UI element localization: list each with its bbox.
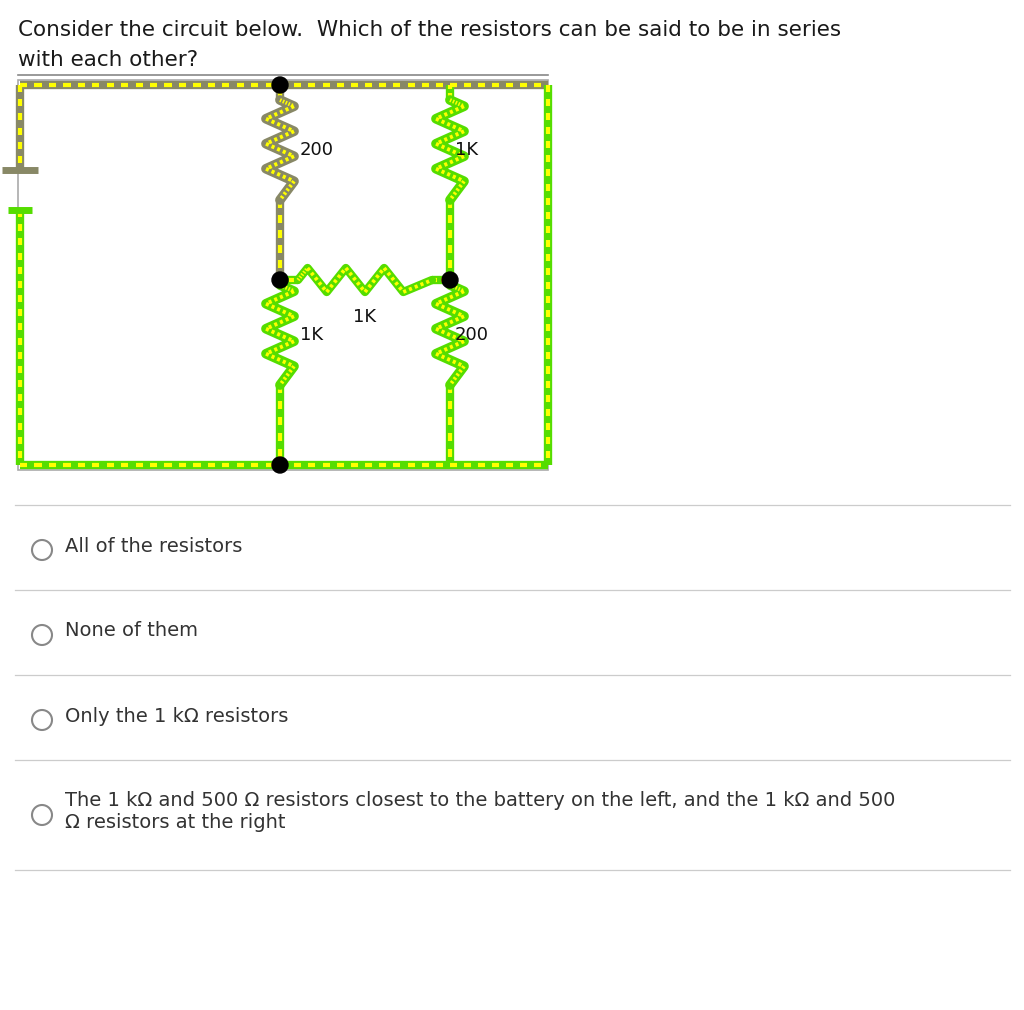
Circle shape xyxy=(32,540,52,560)
Circle shape xyxy=(272,77,288,93)
Text: 200: 200 xyxy=(455,326,489,344)
Circle shape xyxy=(272,457,288,473)
Text: Consider the circuit below.  Which of the resistors can be said to be in series: Consider the circuit below. Which of the… xyxy=(18,20,841,40)
Text: None of them: None of them xyxy=(65,621,198,640)
Circle shape xyxy=(32,625,52,645)
Text: 1K: 1K xyxy=(455,141,478,159)
Text: 1K: 1K xyxy=(300,326,324,344)
Circle shape xyxy=(272,272,288,288)
Text: Only the 1 kΩ resistors: Only the 1 kΩ resistors xyxy=(65,707,289,725)
Text: 1K: 1K xyxy=(353,308,377,326)
Circle shape xyxy=(32,805,52,825)
Text: The 1 kΩ and 500 Ω resistors closest to the battery on the left, and the 1 kΩ an: The 1 kΩ and 500 Ω resistors closest to … xyxy=(65,791,895,831)
Bar xyxy=(18,80,548,470)
Text: All of the resistors: All of the resistors xyxy=(65,536,243,556)
Text: with each other?: with each other? xyxy=(18,50,198,70)
Circle shape xyxy=(32,710,52,730)
Text: 200: 200 xyxy=(300,141,334,159)
Circle shape xyxy=(442,272,458,288)
